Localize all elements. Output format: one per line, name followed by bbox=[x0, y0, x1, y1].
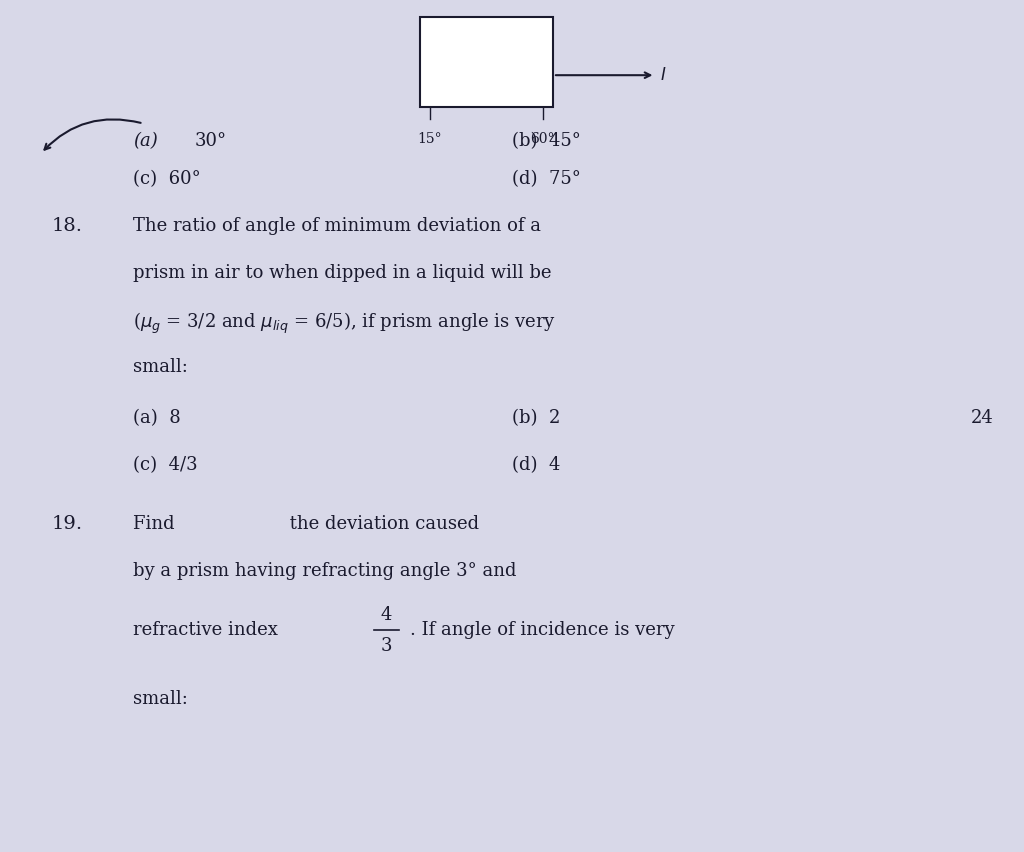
Text: 4: 4 bbox=[381, 606, 392, 625]
Text: The ratio of angle of minimum deviation of a: The ratio of angle of minimum deviation … bbox=[133, 217, 541, 235]
Text: . If angle of incidence is very: . If angle of incidence is very bbox=[410, 621, 674, 640]
Text: (c)  60°: (c) 60° bbox=[133, 170, 201, 188]
Text: (d)  4: (d) 4 bbox=[512, 456, 560, 474]
Text: 60°: 60° bbox=[530, 132, 555, 146]
Text: (d)  75°: (d) 75° bbox=[512, 170, 581, 188]
Text: 3: 3 bbox=[381, 636, 392, 655]
Text: (a)  8: (a) 8 bbox=[133, 409, 181, 427]
Text: small:: small: bbox=[133, 690, 188, 708]
Text: by a prism having refracting angle 3° and: by a prism having refracting angle 3° an… bbox=[133, 562, 517, 580]
Text: ($\mu_g$ = 3/2 and $\mu_{liq}$ = 6/5), if prism angle is very: ($\mu_g$ = 3/2 and $\mu_{liq}$ = 6/5), i… bbox=[133, 311, 556, 337]
Text: 30°: 30° bbox=[195, 132, 226, 150]
Bar bbox=[420, 17, 553, 106]
Text: refractive index: refractive index bbox=[133, 621, 284, 640]
Text: prism in air to when dipped in a liquid will be: prism in air to when dipped in a liquid … bbox=[133, 264, 552, 282]
Text: 19.: 19. bbox=[51, 515, 82, 533]
Text: Find                    the deviation caused: Find the deviation caused bbox=[133, 515, 479, 533]
Text: (b)  45°: (b) 45° bbox=[512, 132, 581, 150]
Text: (c)  4/3: (c) 4/3 bbox=[133, 456, 198, 474]
Text: 15°: 15° bbox=[418, 132, 442, 146]
Text: 24: 24 bbox=[971, 409, 993, 427]
Text: small:: small: bbox=[133, 358, 188, 376]
Text: $I$: $I$ bbox=[660, 66, 667, 83]
Text: (a): (a) bbox=[133, 132, 158, 150]
Text: (b)  2: (b) 2 bbox=[512, 409, 560, 427]
Text: 18.: 18. bbox=[51, 217, 82, 235]
